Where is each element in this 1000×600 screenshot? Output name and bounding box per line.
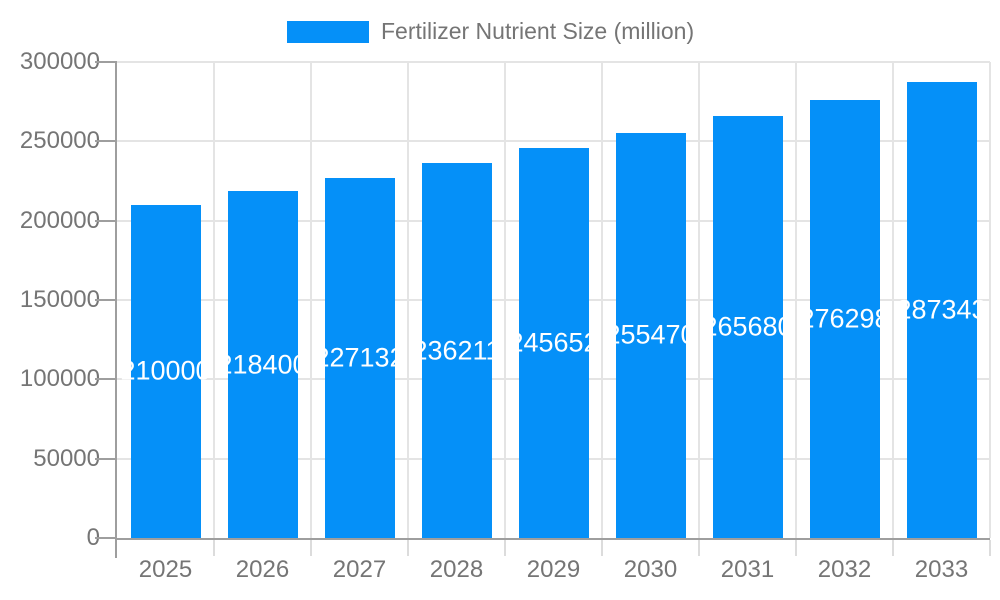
legend-swatch [287, 20, 369, 43]
x-axis-tick-label: 2026 [235, 556, 290, 583]
x-axis-boundary-tick [601, 540, 603, 556]
x-axis-tick-label: 2028 [429, 556, 484, 583]
gridline-horizontal [117, 61, 990, 63]
legend[interactable]: Fertilizer Nutrient Size (million) [287, 18, 694, 45]
y-axis-tick-label: 100000 [19, 365, 100, 393]
bar[interactable] [906, 82, 977, 538]
x-axis-tick-label: 2031 [720, 556, 775, 583]
bar[interactable] [518, 148, 589, 538]
gridline-vertical [795, 62, 797, 538]
bar[interactable] [227, 191, 298, 538]
x-axis-tick-label: 2033 [914, 556, 969, 583]
bar[interactable] [130, 204, 201, 538]
y-axis-tick-label: 250000 [19, 127, 100, 155]
gridline-horizontal [117, 140, 990, 143]
x-axis-boundary-tick [504, 540, 506, 556]
x-axis-tick-label: 2027 [332, 556, 387, 583]
x-axis-tick-label: 2025 [138, 556, 193, 583]
x-axis-boundary-tick [795, 540, 797, 556]
gridline-vertical [989, 62, 991, 538]
bar[interactable] [324, 177, 395, 538]
y-axis-tick-mark [95, 140, 117, 143]
bar[interactable] [615, 132, 686, 538]
x-axis-boundary-tick [310, 540, 312, 556]
y-axis-tick-mark [95, 299, 117, 301]
gridline-vertical [310, 62, 312, 538]
y-axis-tick-label: 200000 [19, 206, 100, 234]
gridline-vertical [407, 62, 409, 538]
y-axis-tick-label: 0 [86, 524, 100, 551]
y-axis-tick-mark [95, 219, 117, 222]
y-axis-tick-label: 50000 [33, 444, 100, 472]
gridline-vertical [213, 62, 215, 538]
gridline-vertical [601, 62, 603, 538]
bar[interactable] [421, 163, 492, 538]
x-axis-boundary-tick [407, 540, 409, 556]
x-axis-boundary-tick [698, 540, 700, 556]
gridline-vertical [504, 62, 506, 538]
y-axis-tick-mark [95, 378, 117, 381]
x-axis-boundary-tick [892, 540, 894, 556]
x-axis-boundary-tick [989, 540, 991, 556]
x-axis-tick-label: 2029 [526, 556, 581, 583]
bar[interactable] [809, 99, 880, 538]
legend-label: Fertilizer Nutrient Size (million) [381, 18, 695, 44]
y-axis-tick-mark [95, 457, 117, 460]
gridline-vertical [698, 62, 700, 538]
y-axis-tick-label: 150000 [19, 286, 100, 313]
y-axis-tick-mark [95, 537, 117, 539]
gridline-vertical [892, 62, 894, 538]
bar[interactable] [712, 116, 783, 538]
x-axis-boundary-tick [213, 540, 215, 556]
y-axis-tick-mark [95, 61, 117, 63]
y-axis-tick-label: 300000 [19, 48, 100, 75]
x-axis-tick-label: 2032 [817, 556, 872, 583]
y-axis-extension-tick [115, 540, 117, 558]
x-axis-tick-label: 2030 [623, 556, 678, 583]
plot-area: 210000 218400 227132 236211 245652 255470 2656… [115, 61, 991, 540]
